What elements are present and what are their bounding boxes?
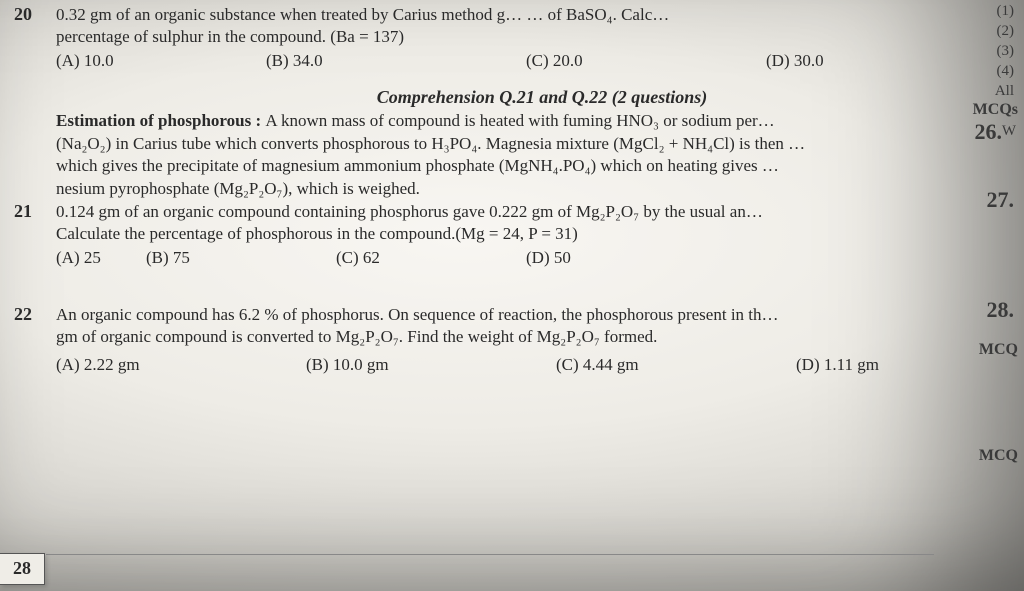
margin-4: (4) [997, 62, 1015, 82]
page: { "q20": { "num": "20", "line1": "0.32 g… [0, 0, 1024, 591]
q20-line2: percentage of sulphur in the compound. (… [56, 26, 1014, 48]
margin-2: (2) [997, 22, 1015, 42]
q22-opt-d: (D) 1.11 gm [796, 355, 879, 375]
q21-opt-a: (A) 25 [56, 248, 101, 268]
q20-opt-a: (A) 10.0 [56, 51, 114, 71]
margin-28: 28. [987, 296, 1015, 325]
margin-27: 27. [987, 186, 1015, 215]
question-21: 21 0.124 gm of an organic compound conta… [10, 201, 1014, 270]
question-20: 20 0.32 gm of an organic substance when … [10, 4, 1014, 73]
q22-line1: An organic compound has 6.2 % of phospho… [56, 305, 779, 324]
margin-3: (3) [997, 42, 1015, 62]
question-text: 0.32 gm of an organic substance when tre… [56, 4, 1014, 49]
q21-opt-c: (C) 62 [336, 248, 380, 268]
q20-line1: 0.32 gm of an organic substance when tre… [56, 5, 669, 24]
question-text: 0.124 gm of an organic compound containi… [56, 201, 1014, 246]
q21-options: (A) 25 (B) 75 (C) 62 (D) 50 [56, 248, 1014, 270]
q20-opt-c: (C) 20.0 [526, 51, 583, 71]
page-number-tab: 28 [0, 553, 45, 585]
margin-mcq-2: MCQ [979, 340, 1018, 361]
passage-line-2: (Na₂O₂) in Carius tube which converts ph… [56, 133, 924, 156]
passage-line-1: Estimation of phosphorous : A known mass… [56, 110, 924, 133]
margin-w: W [1002, 122, 1016, 142]
margin-all: All [995, 82, 1014, 102]
q21-opt-d: (D) 50 [526, 248, 571, 268]
q20-opt-b: (B) 34.0 [266, 51, 323, 71]
question-number: 20 [14, 4, 32, 25]
footer-rule [46, 554, 934, 555]
question-22: 22 An organic compound has 6.2 % of phos… [10, 304, 1014, 379]
passage-line-4: nesium pyrophosphate (Mg₂P₂O₇), which is… [56, 178, 924, 201]
question-text: An organic compound has 6.2 % of phospho… [56, 304, 1014, 349]
q22-opt-a: (A) 2.22 gm [56, 355, 140, 375]
q22-line2: gm of organic compound is converted to M… [56, 326, 1014, 348]
q21-opt-b: (B) 75 [146, 248, 190, 268]
q20-options: (A) 10.0 (B) 34.0 (C) 20.0 (D) 30.0 [56, 51, 1014, 73]
question-number: 21 [14, 201, 32, 222]
q20-opt-d: (D) 30.0 [766, 51, 824, 71]
q21-line1: 0.124 gm of an organic compound containi… [56, 202, 763, 221]
margin-1: (1) [997, 2, 1015, 22]
question-number: 22 [14, 304, 32, 325]
comprehension-passage: Estimation of phosphorous : A known mass… [10, 110, 1014, 201]
passage-l1b: A known mass of compound is heated with … [265, 111, 774, 130]
comprehension-title: Comprehension Q.21 and Q.22 (2 questions… [10, 87, 1014, 108]
q21-line2: Calculate the percentage of phosphorous … [56, 223, 1014, 245]
margin-26: 26. [975, 118, 1003, 147]
q22-options: (A) 2.22 gm (B) 10.0 gm (C) 4.44 gm (D) … [56, 355, 1014, 379]
passage-line-3: which gives the precipitate of magnesium… [56, 155, 924, 178]
q22-opt-b: (B) 10.0 gm [306, 355, 389, 375]
passage-lead: Estimation of phosphorous : [56, 111, 265, 130]
margin-mcq-3: MCQ [979, 446, 1018, 467]
q22-opt-c: (C) 4.44 gm [556, 355, 639, 375]
